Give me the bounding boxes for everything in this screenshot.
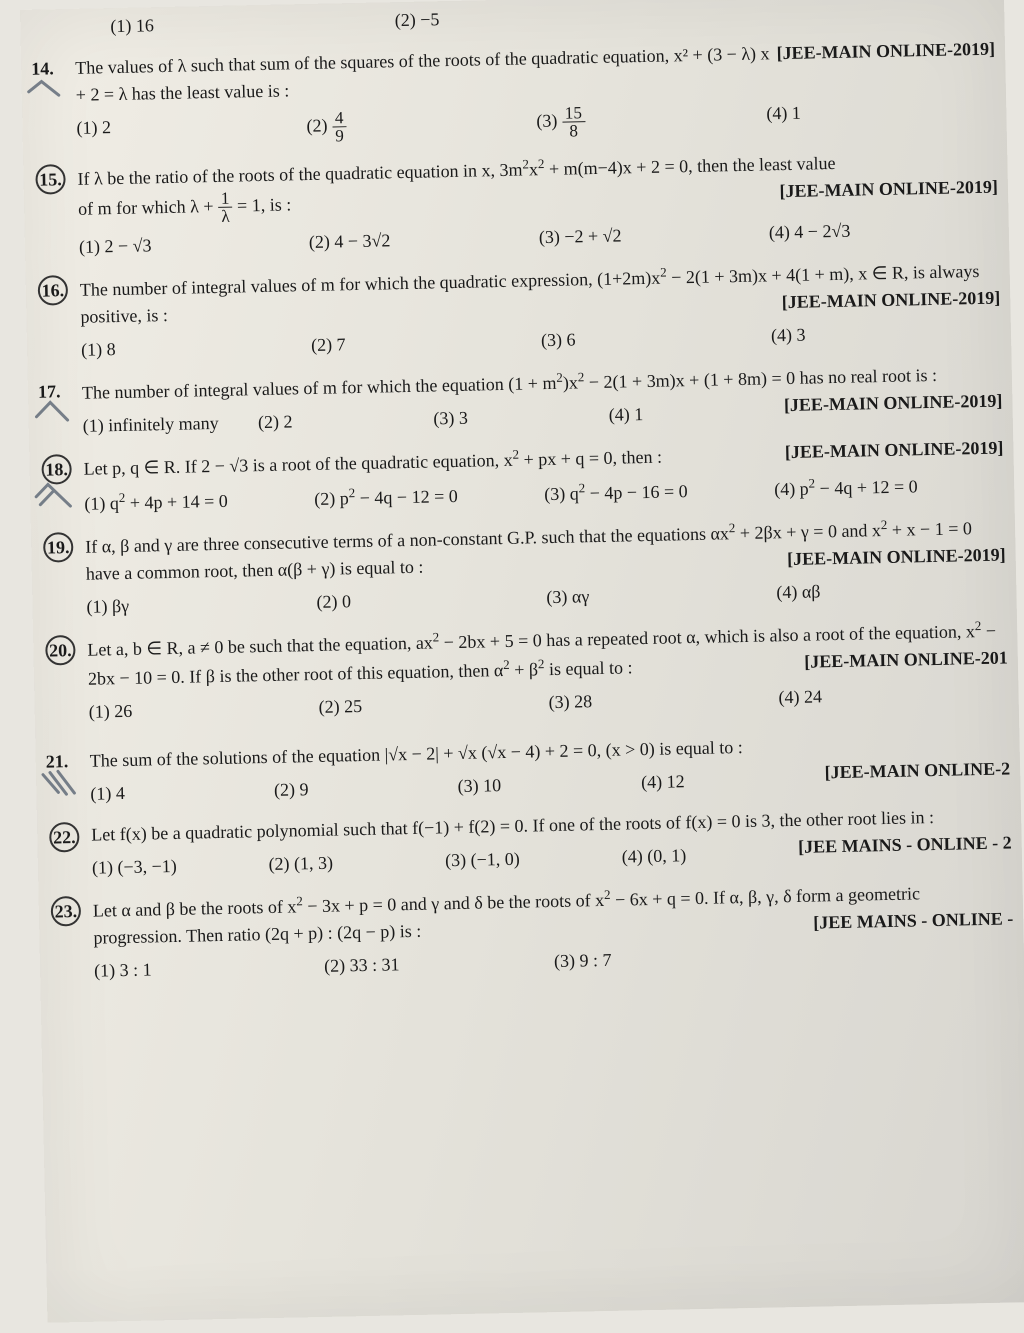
- option-1: (1) 2 − √3: [79, 229, 310, 261]
- option-4: (4) 12: [641, 766, 825, 797]
- question-17: 17. The number of integral values of m f…: [38, 359, 1003, 441]
- option-1: (1) (−3, −1): [92, 851, 269, 882]
- question-16: 16. The number of integral values of m f…: [36, 256, 1002, 365]
- question-body: If λ be the ratio of the roots of the qu…: [77, 153, 835, 189]
- exam-source: [JEE-MAIN ONLINE-2: [824, 756, 1010, 787]
- question-21: 21. The sum of the solutions of the equa…: [45, 729, 1010, 809]
- question-text: If λ be the ratio of the roots of the qu…: [77, 145, 998, 228]
- question-number: 15.: [35, 164, 66, 195]
- option-4: (4) 1: [766, 96, 997, 136]
- exam-source: [JEE-MAIN ONLINE-2019]: [784, 388, 1003, 420]
- option-3: (3) 6: [541, 323, 772, 355]
- exam-page: (1) 16 (2) −5 14. [JEE-MAIN ONLINE-2019]…: [20, 0, 1024, 1323]
- question-number: 22.: [49, 822, 80, 853]
- question-23: 23. Let α and β be the roots of x2 − 3x …: [49, 877, 1015, 986]
- option-3: (3) 9 : 7: [554, 944, 785, 976]
- question-15: 15. If λ be the ratio of the roots of th…: [33, 145, 999, 262]
- option-1: (1) 8: [81, 332, 312, 364]
- exam-source: [JEE-MAIN ONLINE-2019]: [787, 542, 1006, 574]
- option-1: (1) 2: [76, 110, 307, 150]
- exam-source: [JEE-MAIN ONLINE-2019]: [776, 36, 995, 68]
- question-number: 23.: [51, 896, 82, 927]
- option-1: (1) βγ: [86, 589, 317, 621]
- option-1: (1) 26: [88, 694, 319, 726]
- question-number: 18.: [41, 454, 72, 485]
- option-1: (1) q2 + 4p + 14 = 0: [84, 484, 315, 518]
- option-2: (2) 4 − 3√2: [309, 225, 540, 257]
- exam-source: [JEE MAINS - ONLINE - 2: [798, 830, 1012, 861]
- partial-previous-question: (1) 16 (2) −5: [30, 0, 994, 42]
- question-body: The values of λ such that sum of the squ…: [75, 43, 770, 105]
- question-18: 18. Let p, q ∈ R. If 2 − √3 is a root of…: [39, 435, 1004, 519]
- option-4: (4) 4 − 2√3: [769, 215, 1000, 247]
- option-4: (4) p2 − 4q + 12 = 0: [774, 470, 1005, 504]
- question-text: Let f(x) be a quadratic polynomial such …: [91, 803, 1011, 849]
- option-2: (2) 7: [311, 328, 542, 360]
- exam-source: [JEE-MAIN ONLINE-2019]: [782, 285, 1001, 317]
- question-body: Let α and β be the roots of x2 − 3x + p …: [93, 884, 921, 948]
- question-text: The sum of the solutions of the equation…: [89, 729, 1009, 775]
- question-body-2: of m for which λ + 1λ = 1, is :: [78, 194, 291, 218]
- option-2: (2) 9: [274, 773, 458, 804]
- option-2: (2) 33 : 31: [324, 948, 555, 980]
- option-3: (3) −2 + √2: [539, 220, 770, 252]
- option-2: (2) p2 − 4q − 12 = 0: [314, 480, 545, 514]
- option-4: [784, 939, 1015, 971]
- question-number: 14.: [31, 55, 70, 83]
- option-3: (3) q2 − 4p − 16 = 0: [544, 475, 775, 509]
- option-3: (3) 10: [457, 770, 641, 801]
- option-3: (3) 3: [433, 402, 609, 433]
- question-22: 22. Let f(x) be a quadratic polynomial s…: [47, 803, 1012, 883]
- option-3: (3) (−1, 0): [445, 844, 622, 875]
- option-2: (2) (1, 3): [268, 848, 445, 879]
- option-1: (1) infinitely many: [82, 409, 258, 440]
- question-body: Let p, q ∈ R. If 2 − √3 is a root of the…: [83, 447, 662, 479]
- option-1: (1) 3 : 1: [94, 953, 325, 985]
- question-number: 16.: [38, 275, 69, 306]
- option-4: (4) 1: [608, 398, 784, 429]
- option-2: (2) −5: [395, 6, 440, 34]
- question-number: 20.: [45, 635, 76, 666]
- option-4: (4) 3: [771, 318, 1002, 350]
- question-14: 14. [JEE-MAIN ONLINE-2019] The values of…: [31, 36, 997, 151]
- question-number: 19.: [43, 532, 74, 563]
- question-19: 19. If α, β and γ are three consecutive …: [41, 513, 1007, 622]
- option-4: (4) (0, 1): [621, 840, 798, 871]
- question-text: Let a, b ∈ R, a ≠ 0 be such that the equ…: [87, 616, 1008, 693]
- question-number: 17.: [38, 378, 77, 406]
- option-4: (4) αβ: [776, 575, 1007, 607]
- pen-mark-icon: [32, 480, 77, 511]
- option-4: (4) 24: [778, 680, 1009, 712]
- option-3: (3) 158: [536, 100, 767, 140]
- option-2: (2) 0: [316, 584, 547, 616]
- option-3: (3) 28: [548, 685, 779, 717]
- question-20: 20. Let a, b ∈ R, a ≠ 0 be such that the…: [43, 616, 1009, 727]
- question-body: The sum of the solutions of the equation…: [90, 737, 743, 771]
- option-1: (1) 16: [110, 7, 391, 40]
- option-2: (2) 25: [318, 689, 549, 721]
- exam-source: [JEE-MAIN ONLINE-201: [804, 645, 1008, 676]
- exam-source: [JEE-MAIN ONLINE-2019]: [785, 435, 1004, 467]
- option-2: (2) 2: [258, 406, 434, 437]
- option-3: (3) αγ: [546, 580, 777, 612]
- question-number: 21.: [45, 748, 84, 776]
- exam-source: [JEE-MAIN ONLINE-2019]: [779, 174, 998, 206]
- exam-source: [JEE MAINS - ONLINE -: [813, 906, 1014, 937]
- option-2: (2) 49: [306, 105, 537, 145]
- option-1: (1) 4: [90, 777, 274, 808]
- question-text: The number of integral values of m for w…: [82, 359, 1002, 407]
